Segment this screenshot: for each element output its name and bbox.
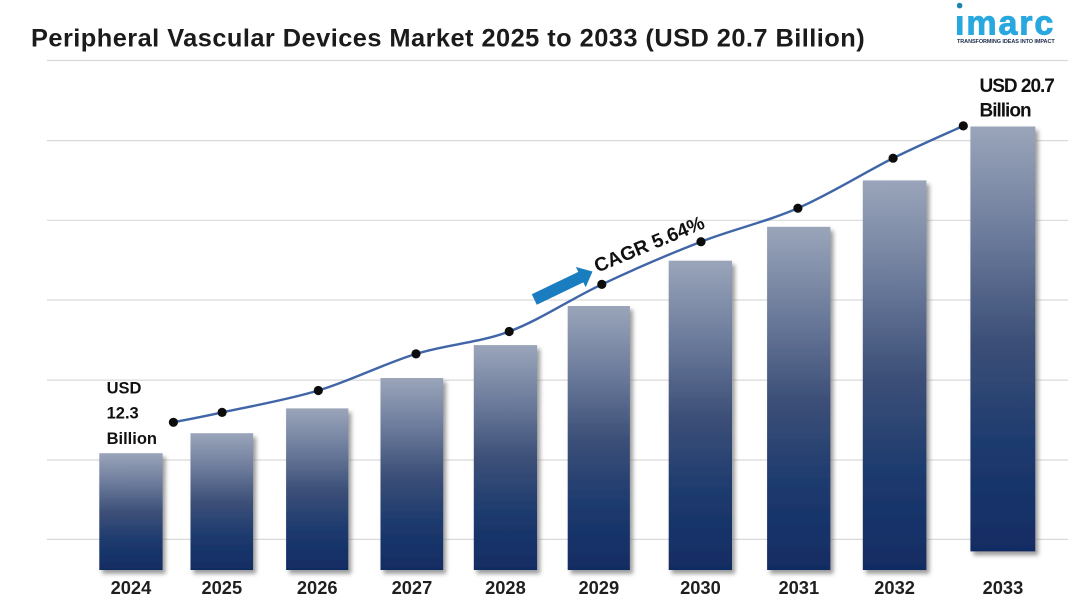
svg-text:2030: 2030 <box>680 577 721 598</box>
svg-text:Billion: Billion <box>980 101 1031 122</box>
svg-text:2028: 2028 <box>485 577 526 598</box>
svg-text:2031: 2031 <box>778 577 819 598</box>
svg-text:2032: 2032 <box>874 577 915 598</box>
svg-text:ımarc: ımarc <box>955 5 1055 43</box>
svg-text:Billion: Billion <box>107 430 157 448</box>
svg-text:TRANSFORMING IDEAS INTO IMPACT: TRANSFORMING IDEAS INTO IMPACT <box>957 39 1055 45</box>
svg-text:2024: 2024 <box>111 577 153 598</box>
svg-text:2026: 2026 <box>297 577 338 598</box>
svg-text:12.3: 12.3 <box>107 405 139 423</box>
svg-text:Peripheral Vascular Devices Ma: Peripheral Vascular Devices Market 2025 … <box>31 24 865 52</box>
svg-text:2027: 2027 <box>392 577 433 598</box>
svg-text:2029: 2029 <box>578 577 619 598</box>
svg-text:2033: 2033 <box>983 577 1024 598</box>
svg-text:USD 20.7: USD 20.7 <box>980 76 1055 97</box>
svg-text:2025: 2025 <box>201 577 242 598</box>
svg-text:USD: USD <box>107 379 142 397</box>
